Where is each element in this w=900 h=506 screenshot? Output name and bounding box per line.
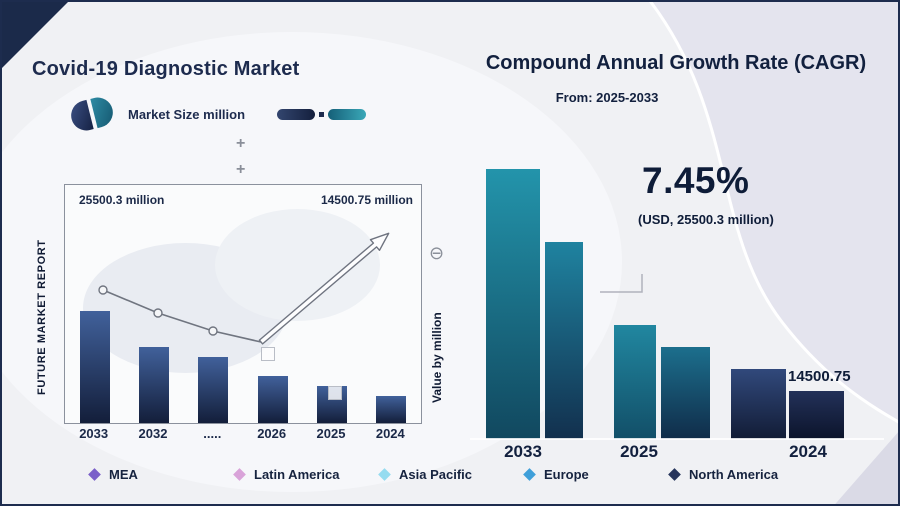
- left-chart-panel: 25500.3 million 14500.75 million: [64, 184, 422, 424]
- plus-icon: +: [236, 161, 246, 178]
- left-bar-2026: [257, 376, 288, 423]
- left-bar-.....: [198, 357, 229, 423]
- cylinder-icon: [71, 97, 113, 131]
- left-bar-column: [184, 185, 243, 423]
- legend-diamond-icon: [523, 468, 536, 481]
- left-x-label: 2033: [79, 426, 109, 441]
- left-x-label: .....: [203, 426, 222, 441]
- legend-pill-teal: [328, 108, 367, 120]
- legend-label: North America: [689, 467, 779, 482]
- axis-baseline: [470, 438, 884, 440]
- right-bar-group-2025: [614, 325, 710, 439]
- region-legend: MEA Latin America Asia Pacific Europe North …: [2, 467, 898, 487]
- page-title: Covid-19 Diagnostic Market: [32, 58, 300, 80]
- right-bar-group-2033: [486, 169, 583, 439]
- left-x-label: 2024: [375, 426, 405, 441]
- left-bar-column: [243, 185, 302, 423]
- step-line-decoration: [600, 274, 643, 293]
- market-size-label: Market Size million: [128, 106, 246, 122]
- cagr-usd-note: (USD, 25500.3 million): [638, 212, 774, 227]
- legend-pill-connector: [319, 111, 325, 117]
- legend-diamond-icon: [233, 468, 246, 481]
- left-bar-column: [362, 185, 421, 423]
- right-x-label-2025: 2025: [620, 442, 658, 461]
- plus-icon: +: [236, 135, 246, 152]
- sticker-icon: [261, 347, 275, 361]
- legend-pill-dark: [277, 108, 316, 120]
- right-bar: [731, 369, 786, 439]
- trend-arrow-overlay: [98, 232, 390, 345]
- sticker-icon: [328, 386, 342, 400]
- legend-diamond-icon: [668, 468, 681, 481]
- legend-item-europe: Europe: [523, 467, 589, 482]
- left-bar-series: [65, 185, 421, 423]
- right-bar: [661, 347, 710, 439]
- annotation-2024-value: 14500.75 million: [320, 193, 413, 207]
- right-bar-group-2024: [731, 369, 844, 439]
- left-y-axis-label: FUTURE MARKET REPORT: [36, 239, 48, 395]
- legend-label: Latin America: [254, 467, 340, 482]
- right-x-label-2033: 2033: [504, 442, 542, 461]
- cagr-subtitle: From: 2025-2033: [555, 90, 659, 105]
- legend-item-north-america: North America: [668, 467, 779, 482]
- legend-item-mea: MEA: [88, 467, 138, 482]
- left-bar-2024: [376, 396, 407, 423]
- legend-diamond-icon: [378, 468, 391, 481]
- trend-marker: [153, 308, 163, 318]
- cagr-title: Compound Annual Growth Rate (CAGR): [485, 52, 867, 74]
- legend-label: MEA: [109, 467, 138, 482]
- left-x-label: 2026: [257, 426, 287, 441]
- right-bar: [486, 169, 540, 439]
- left-bar-column: [65, 185, 124, 423]
- trend-marker: [208, 326, 218, 336]
- right-bar: [545, 242, 583, 439]
- right-bar: [614, 325, 656, 439]
- trend-line: [102, 289, 262, 343]
- legend-label: Asia Pacific: [399, 467, 472, 482]
- trend-marker: [98, 285, 108, 295]
- legend-item-latin-america: Latin America: [233, 467, 340, 482]
- legend-label: Europe: [544, 467, 589, 482]
- cagr-percentage: 7.45%: [642, 160, 750, 201]
- left-bar-2032: [138, 347, 169, 423]
- legend-item-asia-pacific: Asia Pacific: [378, 467, 472, 482]
- left-x-label: 2025: [316, 426, 346, 441]
- right-y-axis-label: Value by million: [430, 312, 444, 403]
- right-x-label-2024: 2024: [789, 442, 827, 461]
- right-x-axis: 2033 2025 2024: [2, 442, 898, 464]
- market-size-legend: Market Size million: [66, 96, 367, 132]
- annotation-2033-value: 25500.3 million: [79, 193, 165, 207]
- left-bar-2033: [79, 311, 110, 423]
- left-bar-column: [124, 185, 183, 423]
- right-bar-chart: [472, 162, 872, 439]
- minus-circle-icon: ⊖: [429, 243, 445, 264]
- growth-arrow-icon: [258, 232, 390, 345]
- left-x-axis: 2033 2032..... 2026 2025 2024: [64, 426, 420, 441]
- right-bar: [789, 391, 844, 439]
- legend-diamond-icon: [88, 468, 101, 481]
- left-x-label: 2032: [138, 426, 168, 441]
- value-label-2024: 14500.75: [788, 368, 851, 385]
